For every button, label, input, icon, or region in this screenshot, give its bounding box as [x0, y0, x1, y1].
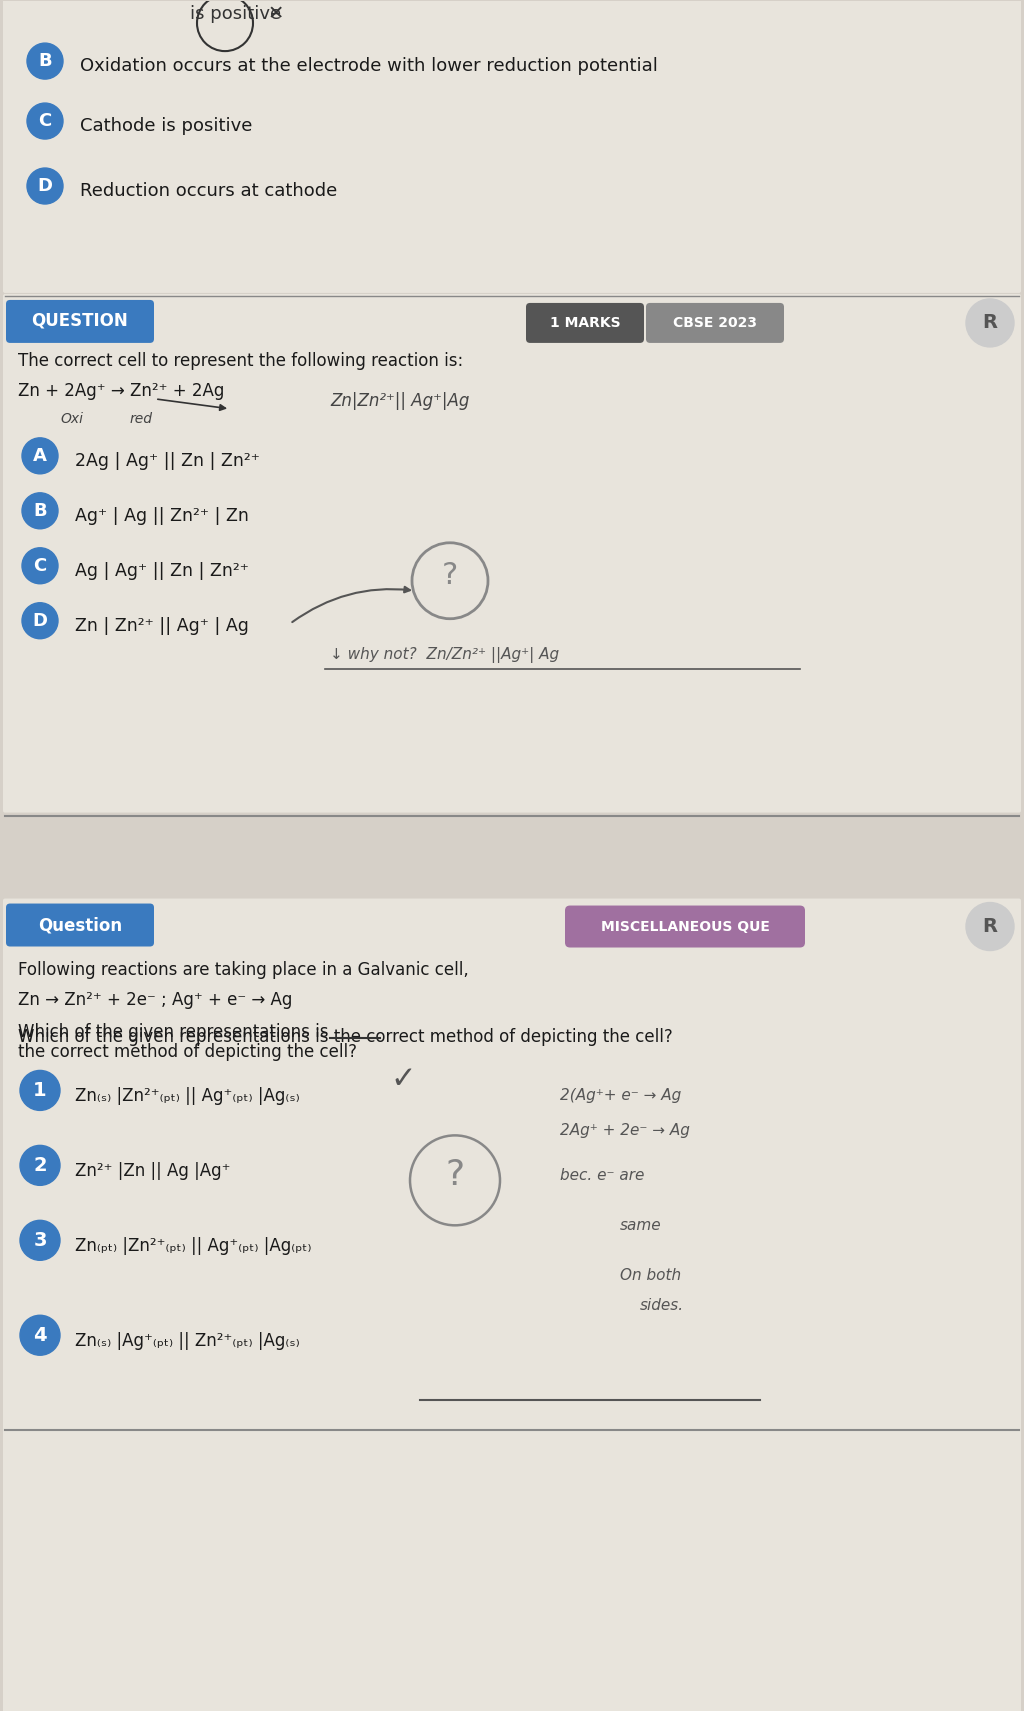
Circle shape: [966, 902, 1014, 951]
Circle shape: [27, 168, 63, 204]
Text: sides.: sides.: [640, 1299, 684, 1314]
Text: C: C: [38, 111, 51, 130]
Circle shape: [20, 1145, 60, 1186]
FancyBboxPatch shape: [6, 299, 154, 342]
Text: On both: On both: [620, 1268, 681, 1283]
Text: Cathode is positive: Cathode is positive: [80, 116, 252, 135]
Text: 2Ag⁺ + 2e⁻ → Ag: 2Ag⁺ + 2e⁻ → Ag: [560, 1124, 690, 1138]
Text: D: D: [33, 613, 47, 630]
Circle shape: [27, 43, 63, 79]
Text: CBSE 2023: CBSE 2023: [673, 317, 757, 330]
Text: Zn₍ₛ₎ |Ag⁺₍ₚₜ₎ || Zn²⁺₍ₚₜ₎ |Ag₍ₛ₎: Zn₍ₛ₎ |Ag⁺₍ₚₜ₎ || Zn²⁺₍ₚₜ₎ |Ag₍ₛ₎: [75, 1333, 300, 1350]
Text: Following reactions are taking place in a Galvanic cell,: Following reactions are taking place in …: [18, 962, 469, 979]
Text: D: D: [38, 176, 52, 195]
Text: ?: ?: [442, 561, 458, 590]
Text: Oxidation occurs at the electrode with lower reduction potential: Oxidation occurs at the electrode with l…: [80, 56, 657, 75]
Circle shape: [22, 438, 58, 474]
Text: ✓: ✓: [390, 1066, 416, 1095]
Text: bec. e⁻ are: bec. e⁻ are: [560, 1169, 644, 1184]
Text: is positive: is positive: [190, 5, 282, 24]
Text: the correct method of depicting the cell?: the correct method of depicting the cell…: [18, 1044, 357, 1061]
Text: Ag⁺ | Ag || Zn²⁺ | Zn: Ag⁺ | Ag || Zn²⁺ | Zn: [75, 506, 249, 525]
Text: A: A: [33, 447, 47, 465]
Circle shape: [22, 493, 58, 529]
Text: 2(Ag⁺+ e⁻ → Ag: 2(Ag⁺+ e⁻ → Ag: [560, 1088, 681, 1104]
Text: C: C: [34, 556, 47, 575]
FancyBboxPatch shape: [646, 303, 784, 342]
Text: Zn²⁺ |Zn || Ag |Ag⁺: Zn²⁺ |Zn || Ag |Ag⁺: [75, 1162, 230, 1181]
Circle shape: [20, 1316, 60, 1355]
Text: ↓ why not?  Zn/Zn²⁺ ||Ag⁺| Ag: ↓ why not? Zn/Zn²⁺ ||Ag⁺| Ag: [330, 647, 559, 662]
Circle shape: [22, 548, 58, 583]
Text: Oxi: Oxi: [60, 412, 83, 426]
Text: 3: 3: [33, 1230, 47, 1249]
Text: Zn → Zn²⁺ + 2e⁻ ; Ag⁺ + e⁻ → Ag: Zn → Zn²⁺ + 2e⁻ ; Ag⁺ + e⁻ → Ag: [18, 991, 293, 1009]
Text: R: R: [982, 917, 997, 936]
Text: Zn|Zn²⁺|| Ag⁺|Ag: Zn|Zn²⁺|| Ag⁺|Ag: [330, 392, 469, 411]
Text: 1: 1: [33, 1081, 47, 1100]
Text: Zn | Zn²⁺ || Ag⁺ | Ag: Zn | Zn²⁺ || Ag⁺ | Ag: [75, 616, 249, 635]
Text: Zn₍ₚₜ₎ |Zn²⁺₍ₚₜ₎ || Ag⁺₍ₚₜ₎ |Ag₍ₚₜ₎: Zn₍ₚₜ₎ |Zn²⁺₍ₚₜ₎ || Ag⁺₍ₚₜ₎ |Ag₍ₚₜ₎: [75, 1237, 311, 1256]
FancyBboxPatch shape: [5, 816, 1019, 900]
FancyBboxPatch shape: [6, 903, 154, 946]
Text: same: same: [620, 1218, 662, 1234]
Circle shape: [27, 103, 63, 139]
Text: MISCELLANEOUS QUE: MISCELLANEOUS QUE: [600, 919, 769, 934]
Text: QUESTION: QUESTION: [32, 311, 128, 330]
Text: Zn + 2Ag⁺ → Zn²⁺ + 2Ag: Zn + 2Ag⁺ → Zn²⁺ + 2Ag: [18, 382, 224, 400]
Text: 2Ag | Ag⁺ || Zn | Zn²⁺: 2Ag | Ag⁺ || Zn | Zn²⁺: [75, 452, 260, 471]
Circle shape: [20, 1220, 60, 1261]
Text: red: red: [130, 412, 153, 426]
FancyBboxPatch shape: [3, 0, 1021, 293]
Text: 2: 2: [33, 1157, 47, 1175]
Text: Ag | Ag⁺ || Zn | Zn²⁺: Ag | Ag⁺ || Zn | Zn²⁺: [75, 561, 249, 580]
Circle shape: [20, 1071, 60, 1110]
FancyBboxPatch shape: [565, 905, 805, 948]
Text: 4: 4: [33, 1326, 47, 1345]
Text: Question: Question: [38, 917, 122, 934]
Text: 1 MARKS: 1 MARKS: [550, 317, 621, 330]
Text: B: B: [38, 51, 52, 70]
Text: B: B: [33, 501, 47, 520]
FancyBboxPatch shape: [3, 898, 1021, 1711]
Text: Which of the given representations is the correct method of depicting the cell?: Which of the given representations is th…: [18, 1028, 673, 1047]
FancyBboxPatch shape: [526, 303, 644, 342]
Text: Reduction occurs at cathode: Reduction occurs at cathode: [80, 181, 337, 200]
Text: The correct cell to represent the following reaction is:: The correct cell to represent the follow…: [18, 352, 463, 370]
Text: Zn₍ₛ₎ |Zn²⁺₍ₚₜ₎ || Ag⁺₍ₚₜ₎ |Ag₍ₛ₎: Zn₍ₛ₎ |Zn²⁺₍ₚₜ₎ || Ag⁺₍ₚₜ₎ |Ag₍ₛ₎: [75, 1088, 300, 1105]
Text: R: R: [982, 313, 997, 332]
Circle shape: [966, 299, 1014, 347]
Text: ✕: ✕: [268, 3, 285, 24]
Text: ?: ?: [445, 1158, 465, 1193]
Text: Which of the given representations is: Which of the given representations is: [18, 1023, 334, 1042]
Circle shape: [22, 602, 58, 638]
FancyBboxPatch shape: [3, 294, 1021, 813]
